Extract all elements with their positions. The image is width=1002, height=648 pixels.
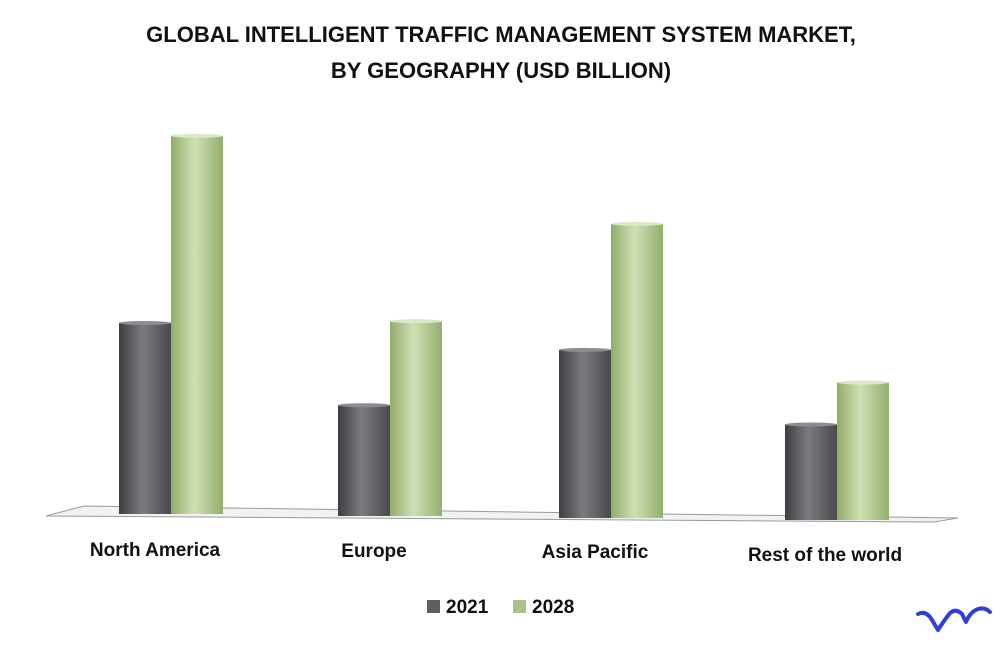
vmr-logo (916, 606, 992, 632)
bar-cap-2028-asia-pacific (611, 221, 663, 226)
bar-2028-europe (390, 321, 442, 516)
legend-label-2021: 2021 (446, 597, 489, 618)
bar-cap-2021-north-america (119, 321, 171, 325)
bar-2028-asia-pacific (611, 223, 663, 519)
x-tick-label: North America (90, 540, 221, 561)
bar-cap-2021-asia-pacific (559, 347, 611, 352)
bar-cap-2028-europe (390, 319, 442, 324)
legend-swatch-2021 (427, 600, 440, 613)
bar-2021-north-america (119, 323, 171, 514)
bar-cap-2021-rest-of-the-world (785, 422, 837, 427)
legend-label-2028: 2028 (532, 597, 574, 618)
bar-cap-2028-north-america (171, 133, 223, 138)
bar-2028-rest-of-the-world (837, 382, 889, 520)
legend: 2021 2028 (427, 597, 574, 618)
x-tick-label: Rest of the world (748, 545, 902, 566)
bar-2021-europe (338, 405, 390, 516)
chart-title-line-1: GLOBAL INTELLIGENT TRAFFIC MANAGEMENT SY… (146, 22, 856, 47)
vmr-logo-mark (916, 606, 992, 632)
x-tick-label: Asia Pacific (542, 542, 649, 563)
bar-2028-north-america (171, 135, 223, 514)
chart-floor (45, 505, 959, 523)
x-tick-label: Europe (341, 541, 406, 562)
legend-swatch-2028 (513, 600, 526, 613)
category-labels: North America Europe Asia Pacific Rest of t… (90, 540, 902, 566)
bar-2021-rest-of-the-world (785, 424, 837, 520)
chart-title: GLOBAL INTELLIGENT TRAFFIC MANAGEMENT SY… (146, 22, 856, 83)
bar-cap-2028-rest-of-the-world (837, 380, 889, 385)
bar-cap-2021-europe (338, 403, 390, 408)
chart-title-line-2: BY GEOGRAPHY (USD BILLION) (331, 58, 671, 83)
bar-2021-asia-pacific (559, 349, 611, 518)
bar-group (119, 133, 889, 520)
